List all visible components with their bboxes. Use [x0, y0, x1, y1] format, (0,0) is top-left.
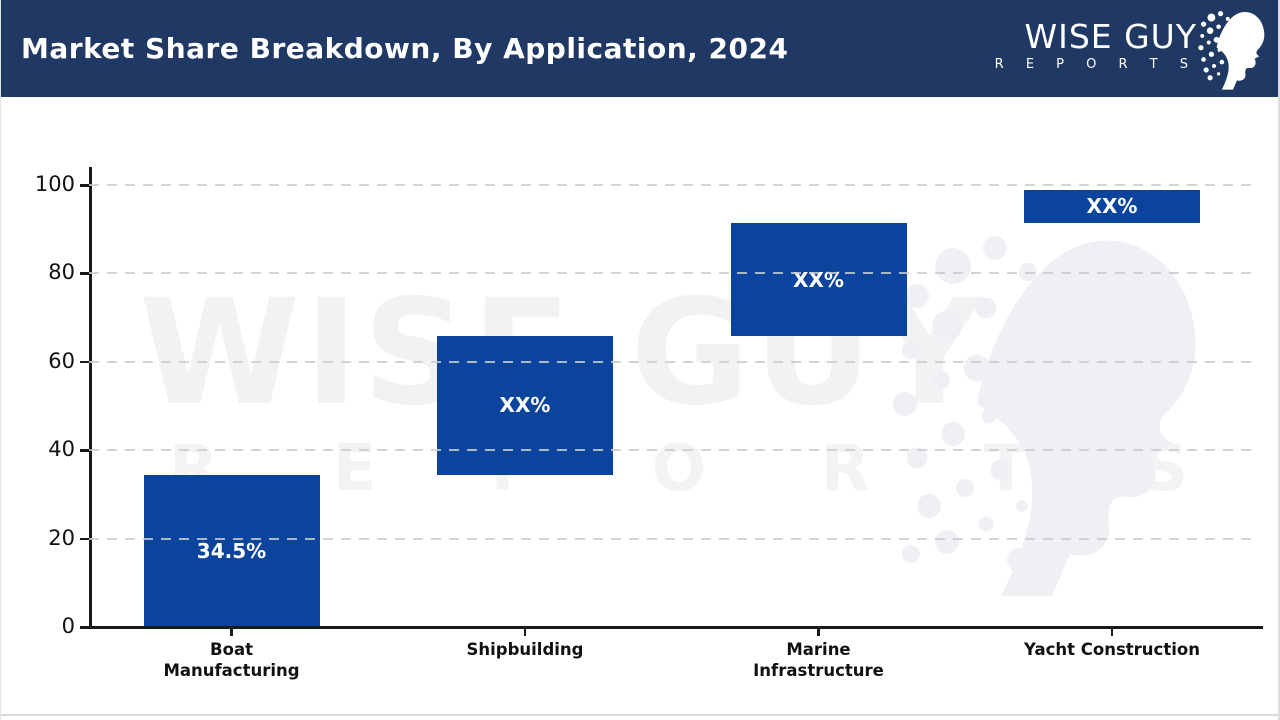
figure-bottom-rule	[1, 714, 1278, 716]
y-tick-label-0: 0	[61, 614, 75, 638]
y-tick-40	[80, 449, 89, 452]
bar-segment-2: XX%	[437, 336, 613, 475]
y-tick-0	[80, 626, 89, 629]
category-label-1: Boat Manufacturing	[163, 640, 300, 681]
y-tick-label-60: 60	[48, 348, 75, 373]
page-title: Market Share Breakdown, By Application, …	[21, 32, 789, 65]
category-label-3: Marine Infrastructure	[753, 640, 884, 681]
x-tick-3	[817, 627, 820, 636]
gridline-y100	[89, 184, 1257, 186]
y-tick-100	[80, 184, 89, 187]
brand-subname: R E P O R T S	[994, 57, 1197, 72]
brand-face-icon	[1198, 11, 1265, 90]
y-tick-label-20: 20	[48, 525, 75, 550]
brand-text: WISE GUY R E P O R T S	[995, 20, 1197, 72]
bar-value-label: 34.5%	[196, 538, 267, 563]
y-tick-label-40: 40	[48, 437, 75, 462]
header-bar: Market Share Breakdown, By Application, …	[1, 0, 1278, 97]
y-tick-20	[80, 537, 89, 541]
brand-logo: WISE GUY R E P O R T S	[995, 6, 1269, 92]
bar-segment-1: 34.5%	[143, 474, 320, 627]
bar-value-label: XX%	[499, 393, 551, 418]
y-tick-label-100: 100	[34, 172, 75, 196]
bar-segment-4: XX%	[1024, 189, 1200, 223]
watermark-text-line2: R E P O R T S	[169, 432, 1235, 506]
watermark-face-dots	[893, 236, 1196, 596]
bar-value-label: XX%	[1086, 194, 1138, 219]
y-axis-line	[89, 167, 92, 628]
x-tick-4	[1110, 627, 1114, 636]
y-tick-label-80: 80	[48, 260, 75, 285]
bar-segment-3: XX%	[730, 223, 907, 337]
category-label-4: Yacht Construction	[1024, 640, 1200, 659]
y-tick-60	[80, 360, 89, 364]
category-label-2: Shipbuilding	[466, 640, 584, 659]
brand-name: WISE GUY	[1024, 17, 1197, 56]
bar-value-label: XX%	[793, 267, 844, 292]
x-axis-line	[89, 626, 1263, 629]
x-tick-1	[230, 627, 233, 636]
x-tick-2	[523, 627, 527, 636]
y-tick-80	[80, 272, 89, 275]
